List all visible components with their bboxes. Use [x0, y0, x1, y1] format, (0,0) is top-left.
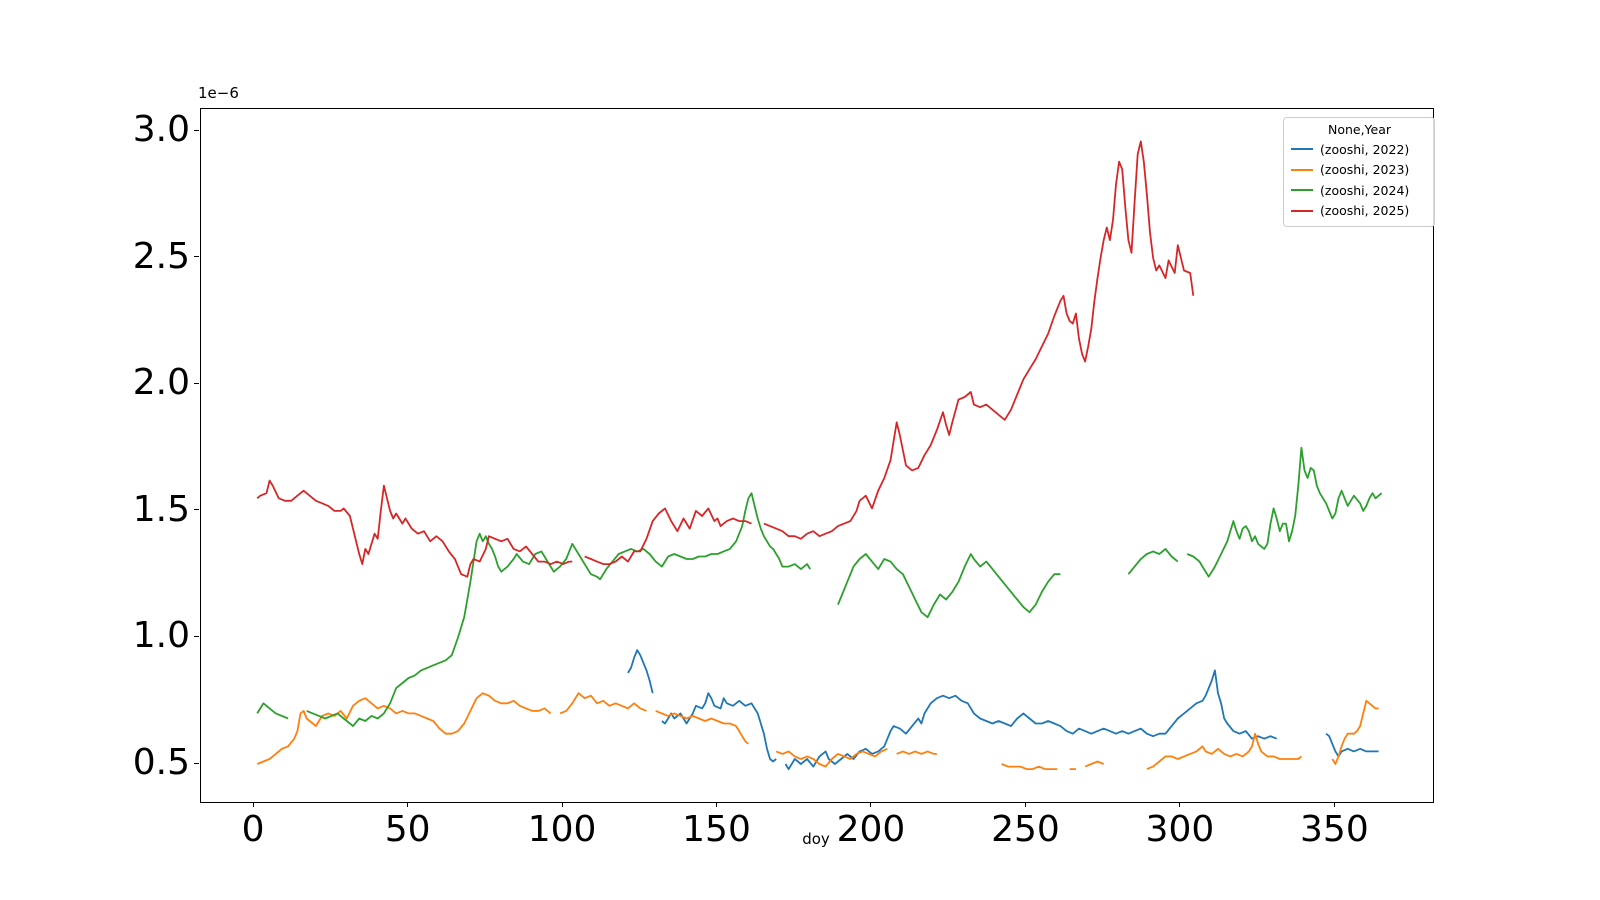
y-tick-label: 3.0	[132, 109, 190, 151]
y-tick-mark	[194, 129, 199, 131]
legend-line-sample	[1291, 209, 1313, 212]
legend-item: (zooshi, 2025)	[1291, 201, 1428, 222]
legend-line-sample	[1291, 148, 1313, 151]
plot-area	[200, 108, 1434, 803]
x-tick-mark	[407, 802, 409, 807]
legend-title: None,Year	[1327, 122, 1392, 137]
legend-item-label: (zooshi, 2024)	[1320, 182, 1410, 198]
y-tick-label: 1.5	[132, 488, 190, 530]
legend-item-label: (zooshi, 2023)	[1320, 162, 1410, 178]
x-tick-label: 100	[527, 809, 597, 850]
legend: None,Year (zooshi, 2022) (zooshi, 2023) (z…	[1283, 117, 1435, 227]
legend-items: (zooshi, 2022) (zooshi, 2023) (zooshi, 202…	[1291, 139, 1428, 221]
legend-item: (zooshi, 2024)	[1291, 180, 1428, 201]
y-tick-mark	[194, 256, 199, 258]
legend-line-sample	[1291, 168, 1313, 171]
legend-item: (zooshi, 2023)	[1291, 160, 1428, 181]
x-axis-label: doy	[802, 830, 830, 848]
y-tick-mark	[194, 635, 199, 637]
x-tick-label: 300	[1145, 809, 1215, 850]
x-tick-mark	[1333, 802, 1335, 807]
series-line--zooshi-2023-	[256, 692, 1379, 770]
legend-item: (zooshi, 2022)	[1291, 139, 1428, 160]
x-tick-label: 0	[241, 809, 265, 850]
x-tick-mark	[716, 802, 718, 807]
series-line--zooshi-2022-	[627, 649, 1379, 770]
x-tick-label: 350	[1300, 809, 1369, 850]
series-lines-svg	[256, 140, 1383, 770]
legend-item-label: (zooshi, 2025)	[1320, 203, 1410, 219]
x-tick-mark	[870, 802, 872, 807]
series-line--zooshi-2025-	[256, 140, 1195, 578]
legend-item-label: (zooshi, 2022)	[1320, 141, 1410, 157]
x-tick-mark	[1024, 802, 1026, 807]
y-tick-label: 0.5	[132, 742, 190, 784]
y-tick-label: 2.0	[132, 362, 190, 404]
y-tick-mark	[194, 762, 199, 764]
x-tick-mark	[252, 802, 254, 807]
x-tick-mark	[1179, 802, 1181, 807]
x-tick-label: 50	[384, 809, 431, 850]
x-tick-label: 150	[682, 809, 751, 850]
series-line--zooshi-2024-	[256, 446, 1383, 727]
x-tick-label: 200	[836, 809, 906, 850]
y-axis-offset-label: 1e−6	[198, 84, 239, 102]
y-tick-mark	[194, 509, 199, 511]
x-tick-label: 250	[991, 809, 1060, 850]
y-tick-mark	[194, 382, 199, 384]
x-tick-mark	[561, 802, 563, 807]
legend-line-sample	[1291, 189, 1313, 192]
y-tick-label: 2.5	[132, 235, 190, 277]
y-tick-label: 1.0	[132, 615, 190, 657]
